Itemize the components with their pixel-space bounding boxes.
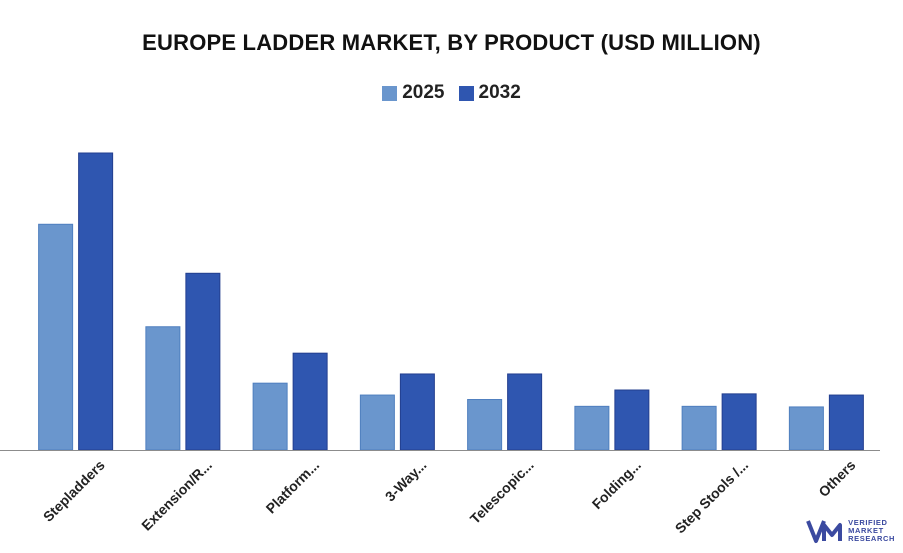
bar-2025-1 bbox=[145, 326, 181, 451]
bar-2032-6 bbox=[721, 393, 757, 451]
x-tick-label-7: Others bbox=[815, 457, 858, 500]
legend-swatch-2032 bbox=[458, 85, 474, 101]
bar-2025-0 bbox=[38, 223, 74, 451]
bar-2032-7 bbox=[828, 394, 864, 451]
x-tick-label-1: Extension/R... bbox=[138, 457, 215, 534]
x-tick-label-0: Stepladders bbox=[40, 457, 108, 525]
legend-swatch-2025 bbox=[382, 85, 398, 101]
bar-2032-2 bbox=[292, 352, 328, 451]
bar-2025-2 bbox=[252, 382, 288, 451]
legend-item-2032: 2032 bbox=[458, 82, 521, 104]
bar-2032-1 bbox=[185, 272, 221, 451]
x-tick-label-6: Step Stools /... bbox=[672, 457, 752, 537]
bar-2025-3 bbox=[359, 394, 395, 451]
x-tick-label-2: Platform... bbox=[263, 457, 323, 517]
bar-2025-6 bbox=[681, 405, 717, 451]
chart-legend: 2025 2032 bbox=[0, 82, 903, 104]
chart-title: EUROPE LADDER MARKET, BY PRODUCT (USD MI… bbox=[142, 30, 761, 55]
bar-2032-5 bbox=[614, 389, 650, 451]
legend-item-2025: 2025 bbox=[382, 82, 445, 104]
legend-label-2025: 2025 bbox=[402, 82, 445, 103]
bar-2025-5 bbox=[574, 405, 610, 451]
verified-market-research-logo: VERIFIED MARKET RESEARCH bbox=[806, 517, 895, 545]
logo-line-1: VERIFIED bbox=[848, 518, 888, 527]
bar-2025-4 bbox=[467, 399, 503, 451]
x-tick-label-3: 3-Way... bbox=[382, 457, 430, 505]
bar-2032-0 bbox=[78, 152, 114, 451]
bar-2032-3 bbox=[399, 373, 435, 451]
vmr-logo-icon bbox=[806, 520, 843, 543]
legend-label-2032: 2032 bbox=[478, 82, 521, 103]
logo-line-2: MARKET bbox=[848, 526, 884, 535]
bar-2032-4 bbox=[507, 373, 543, 451]
logo-wordmark: VERIFIED MARKET RESEARCH bbox=[848, 519, 895, 543]
bar-2025-7 bbox=[788, 406, 824, 451]
x-tick-label-4: Telescopic... bbox=[467, 457, 537, 527]
logo-line-3: RESEARCH bbox=[848, 534, 895, 543]
x-tick-label-5: Folding... bbox=[589, 457, 644, 512]
